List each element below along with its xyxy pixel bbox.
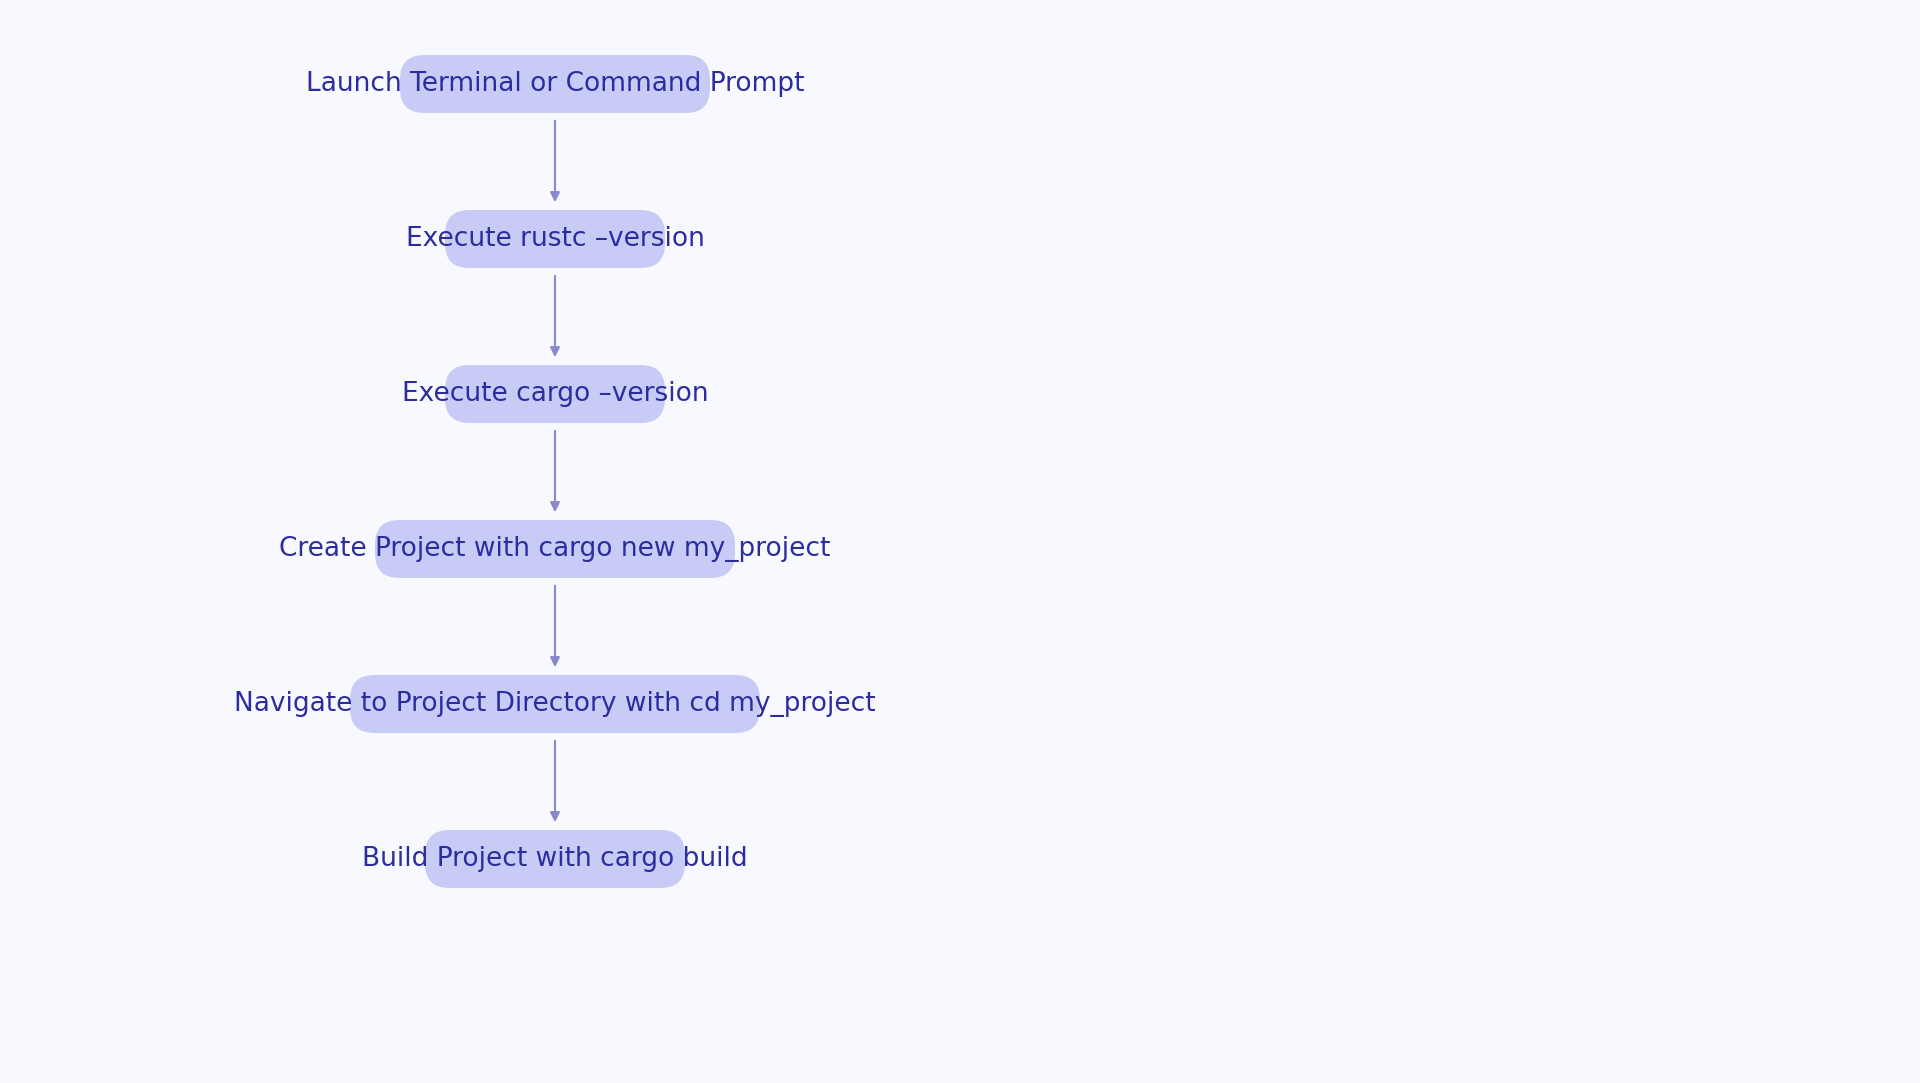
FancyBboxPatch shape (374, 520, 735, 578)
Text: Execute rustc –version: Execute rustc –version (405, 226, 705, 252)
FancyBboxPatch shape (445, 210, 664, 268)
Text: Execute cargo –version: Execute cargo –version (401, 381, 708, 407)
Text: Create Project with cargo new my_project: Create Project with cargo new my_project (278, 536, 831, 562)
FancyBboxPatch shape (399, 55, 710, 113)
FancyBboxPatch shape (424, 830, 685, 888)
FancyBboxPatch shape (349, 675, 760, 733)
FancyBboxPatch shape (445, 365, 664, 423)
Text: Build Project with cargo build: Build Project with cargo build (363, 846, 747, 872)
Text: Navigate to Project Directory with cd my_project: Navigate to Project Directory with cd my… (234, 691, 876, 717)
Text: Launch Terminal or Command Prompt: Launch Terminal or Command Prompt (305, 71, 804, 97)
